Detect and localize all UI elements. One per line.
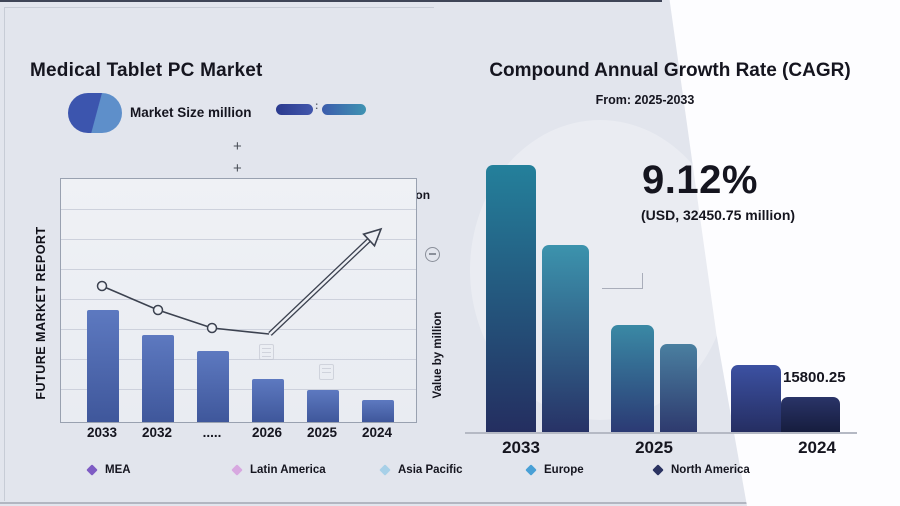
- legend-diamond-icon: [231, 464, 243, 476]
- gridline: [61, 269, 416, 270]
- legend-item-europe: Europe: [525, 464, 584, 476]
- x-label-2033: 2033: [86, 425, 118, 440]
- x-label-2025: 2025: [306, 425, 338, 440]
- legend-diamond-icon: [525, 464, 537, 476]
- bottom-edge-line: [0, 502, 900, 504]
- bar-2033-1: [486, 165, 536, 432]
- legend-diamond-icon: [379, 464, 391, 476]
- left-chart-title: Medical Tablet PC Market: [30, 60, 263, 81]
- document-watermark-icon: [319, 364, 334, 380]
- bar-2033-2: [542, 245, 589, 432]
- legend-item-mea: MEA: [86, 464, 131, 476]
- x-label-2033: 2033: [502, 438, 540, 457]
- bar-2026: [252, 379, 284, 422]
- trend-line-and-arrow: [96, 227, 383, 336]
- bar-2024: [362, 400, 394, 422]
- value-axis-label: Value by million: [432, 311, 444, 399]
- plus-decoration: +: [233, 160, 242, 177]
- bar-2032: [142, 335, 174, 422]
- legend-item-latin-america: Latin America: [231, 464, 326, 476]
- legend-pill-teal: [322, 104, 366, 115]
- gridline: [61, 329, 416, 330]
- bar-2024-1: [731, 365, 781, 432]
- cylinder-icon: [68, 93, 122, 133]
- legend-label: MEA: [105, 464, 131, 476]
- x-label-2026: 2026: [251, 425, 283, 440]
- pill-separator: :: [315, 101, 319, 112]
- plus-decoration: +: [233, 138, 242, 155]
- market-size-legend-label: Market Size million: [130, 105, 252, 120]
- legend-label: Latin America: [250, 464, 326, 476]
- legend-item-asia-pacific: Asia Pacific: [379, 464, 463, 476]
- left-chart-plot-area: [60, 178, 417, 423]
- clipboard-watermark-icon: [259, 344, 274, 360]
- legend-label: North America: [671, 464, 750, 476]
- legend-pill-dark: [276, 104, 313, 115]
- gridline: [61, 239, 416, 240]
- legend-item-north-america: North America: [652, 464, 750, 476]
- legend-diamond-icon: [86, 464, 98, 476]
- legend-label: Europe: [544, 464, 584, 476]
- x-label-.....: .....: [202, 425, 222, 440]
- right-chart-axis-line: [465, 432, 857, 434]
- bar-2024-2: [781, 397, 840, 432]
- frame-top-line: [4, 7, 434, 8]
- legend-label: Asia Pacific: [398, 464, 463, 476]
- gridline: [61, 209, 416, 210]
- right-chart-value-label: 15800.25: [783, 369, 846, 386]
- bar-.....: [197, 351, 229, 422]
- x-label-2024: 2024: [361, 425, 393, 440]
- right-chart-title: Compound Annual Growth Rate (CAGR): [489, 60, 851, 81]
- cagr-note: (USD, 32450.75 million): [641, 207, 796, 223]
- top-edge-line: [0, 0, 662, 2]
- x-label-2032: 2032: [141, 425, 173, 440]
- market-size-bar-chart: 2033 2032..... 2026 2025 2024: [60, 178, 417, 446]
- future-market-report-watermark: FUTURE MARKET REPORT: [34, 226, 48, 400]
- bar-2025-2: [660, 344, 697, 432]
- step-bracket-decoration: [602, 273, 643, 289]
- x-label-2024: 2024: [798, 438, 836, 457]
- bar-2025-1: [611, 325, 654, 432]
- cagr-value: 9.12%: [642, 158, 758, 202]
- bar-2033: [87, 310, 119, 422]
- gridline: [61, 389, 416, 390]
- right-chart-subtitle: From: 2025-2033: [595, 93, 695, 107]
- cagr-bar-chart: 2033 2025 2024 15800.25: [465, 150, 865, 462]
- legend-diamond-icon: [652, 464, 664, 476]
- frame-left-line: [4, 7, 5, 501]
- x-label-2025: 2025: [635, 438, 673, 457]
- circled-minus-icon: [425, 247, 440, 262]
- bar-2025: [307, 390, 339, 422]
- gridline: [61, 299, 416, 300]
- gridline: [61, 359, 416, 360]
